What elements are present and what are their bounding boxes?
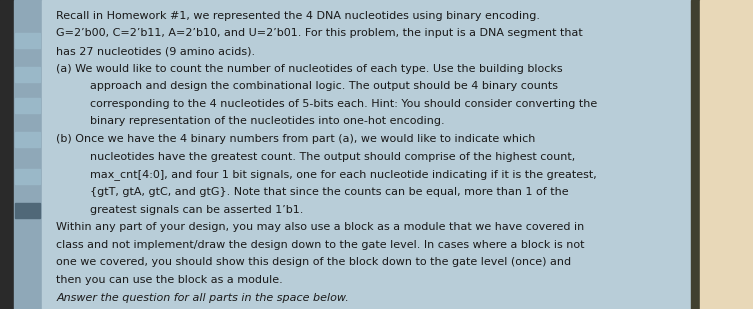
Text: Answer the question for all parts in the space below.: Answer the question for all parts in the… (56, 293, 349, 303)
Text: one we covered, you should show this design of the block down to the gate level : one we covered, you should show this des… (56, 257, 572, 267)
Bar (15, 132, 40, 147)
Text: class and not implement/draw the design down to the gate level. In cases where a: class and not implement/draw the design … (56, 240, 585, 250)
Text: corresponding to the 4 nucleotides of 5-bits each. Hint: You should consider con: corresponding to the 4 nucleotides of 5-… (90, 99, 598, 109)
Text: binary representation of the nucleotides into one-hot encoding.: binary representation of the nucleotides… (90, 116, 445, 126)
Bar (14, 0, 42, 309)
Text: Recall in Homework #1, we represented the 4 DNA nucleotides using binary encodin: Recall in Homework #1, we represented th… (56, 11, 541, 21)
Bar (0, 0, 14, 309)
Bar (15, 33, 40, 48)
Text: G=2’b00, C=2’b11, A=2’b10, and U=2’b01. For this problem, the input is a DNA seg: G=2’b00, C=2’b11, A=2’b10, and U=2’b01. … (56, 28, 584, 38)
Text: {gtT, gtA, gtC, and gtG}. Note that since the counts can be equal, more than 1 o: {gtT, gtA, gtC, and gtG}. Note that sinc… (90, 187, 569, 197)
Bar (15, 67, 40, 82)
Bar (700, 0, 753, 309)
Text: (a) We would like to count the number of nucleotides of each type. Use the build: (a) We would like to count the number of… (56, 64, 563, 74)
Text: max_cnt[4:0], and four 1 bit signals, one for each nucleotide indicating if it i: max_cnt[4:0], and four 1 bit signals, on… (90, 169, 597, 180)
Bar (15, 203, 40, 218)
Bar (691, 0, 700, 309)
Text: nucleotides have the greatest count. The output should comprise of the highest c: nucleotides have the greatest count. The… (90, 152, 575, 162)
Bar (42, 0, 691, 309)
Text: then you can use the block as a module.: then you can use the block as a module. (56, 275, 283, 285)
Text: (b) Once we have the 4 binary numbers from part (a), we would like to indicate w: (b) Once we have the 4 binary numbers fr… (56, 134, 536, 144)
Text: Within any part of your design, you may also use a block as a module that we hav: Within any part of your design, you may … (56, 222, 585, 232)
Text: approach and design the combinational logic. The output should be 4 binary count: approach and design the combinational lo… (90, 81, 559, 91)
Bar (15, 98, 40, 113)
Text: greatest signals can be asserted 1’b1.: greatest signals can be asserted 1’b1. (90, 205, 303, 214)
Text: has 27 nucleotides (9 amino acids).: has 27 nucleotides (9 amino acids). (56, 46, 255, 56)
Bar (15, 169, 40, 184)
